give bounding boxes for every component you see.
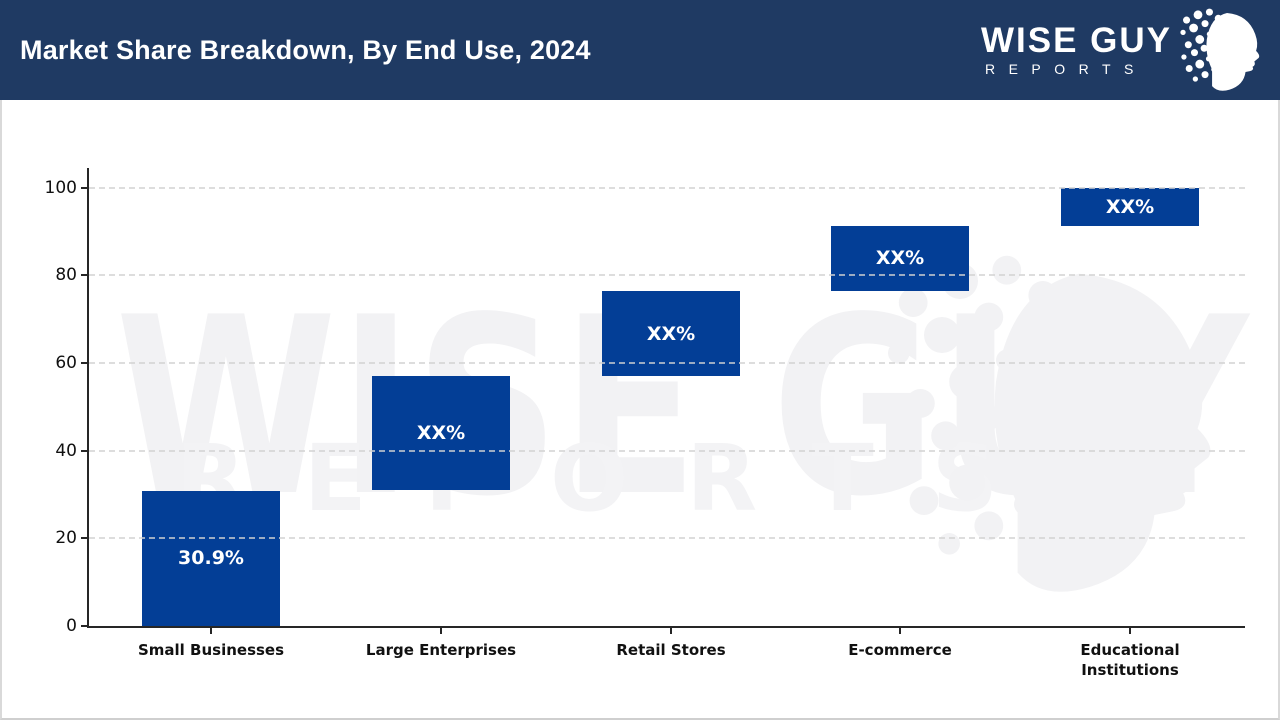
x-axis-tick — [210, 626, 212, 634]
bar-segment — [372, 376, 510, 491]
x-category-label: Educational Institutions — [1080, 641, 1180, 679]
bar-segment — [142, 490, 280, 626]
y-axis-tick — [81, 274, 89, 277]
y-axis-tick — [81, 361, 89, 364]
bar-segment — [1061, 187, 1199, 226]
gridline-60 — [89, 361, 1245, 364]
y-axis-tick — [81, 449, 89, 452]
gridline-100 — [89, 186, 1245, 189]
x-axis-tick — [440, 626, 442, 634]
logo-text: WISE GUY REPORTS — [980, 21, 1172, 78]
gridline-40 — [89, 449, 1245, 452]
header-bar: Market Share Breakdown, By End Use, 2024… — [0, 0, 1280, 100]
y-axis-spine — [87, 168, 89, 628]
wiseguy-logo: WISE GUY REPORTS — [981, 6, 1280, 94]
y-axis-tick-label: 0 — [66, 616, 77, 636]
x-axis-spine — [87, 626, 1245, 628]
x-axis-tick — [670, 626, 672, 634]
x-category-label: Large Enterprises — [365, 641, 517, 659]
bar-value-label: XX% — [646, 322, 696, 345]
y-axis-tick — [81, 537, 89, 540]
y-axis-tick-label: 80 — [55, 265, 77, 286]
wiseguy-face-icon — [1180, 8, 1260, 91]
y-axis-tick-label: 20 — [55, 528, 77, 549]
y-axis-tick — [81, 186, 89, 189]
bar-value-label: 30.9% — [178, 547, 244, 570]
logo-subtitle: REPORTS — [984, 61, 1147, 77]
gridline-80 — [89, 274, 1245, 277]
x-category-label: Small Businesses — [137, 641, 285, 659]
gridline-20 — [89, 537, 1245, 540]
page-title: Market Share Breakdown, By End Use, 2024 — [20, 34, 591, 65]
y-axis-tick-label: 100 — [44, 177, 77, 198]
x-category-label: E-commerce — [848, 641, 952, 659]
x-axis-tick — [899, 626, 901, 634]
bar-value-label: XX% — [416, 422, 466, 445]
x-category-label: Retail Stores — [616, 641, 726, 659]
x-axis-tick — [1129, 626, 1131, 634]
bar-value-label: XX% — [875, 247, 925, 270]
y-axis-tick-label: 60 — [55, 352, 77, 373]
y-axis-tick-label: 40 — [55, 440, 77, 461]
y-axis-tick — [81, 625, 89, 627]
bar-value-label: XX% — [1105, 195, 1155, 218]
logo-wordmark: WISE GUY — [980, 21, 1172, 60]
